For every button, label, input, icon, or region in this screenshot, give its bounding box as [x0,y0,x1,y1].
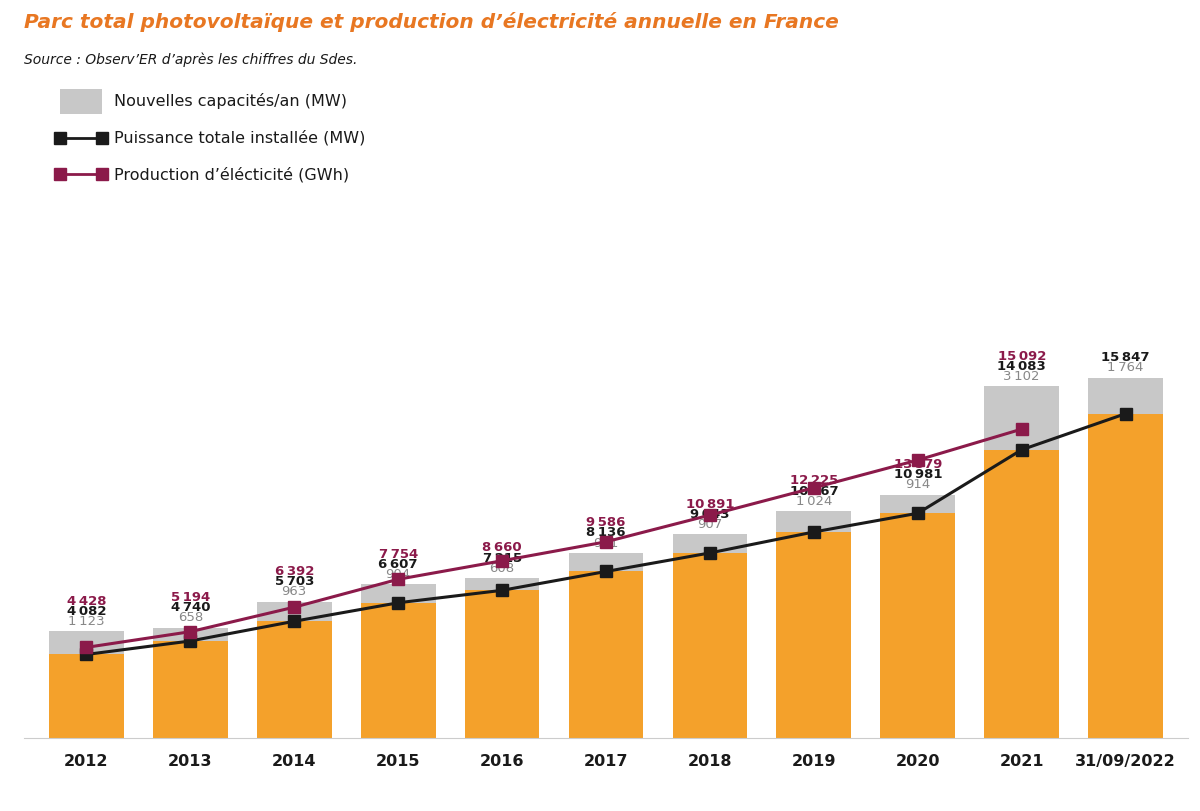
Text: 921: 921 [593,537,619,550]
Bar [569,572,643,738]
Bar [881,495,955,513]
Text: 1 764: 1 764 [1108,362,1144,375]
Bar [257,602,331,621]
Text: 963: 963 [282,586,307,599]
Text: 608: 608 [490,562,515,575]
Bar [257,621,331,738]
Text: 3 102: 3 102 [1003,370,1040,383]
Bar [152,641,228,738]
Text: Source : Observ’ER d’après les chiffres du Sdes.: Source : Observ’ER d’après les chiffres … [24,53,358,67]
Text: 15 092: 15 092 [997,350,1046,363]
Text: 8 136: 8 136 [587,526,625,539]
Text: 10 067: 10 067 [790,485,838,498]
Bar [49,632,124,654]
Text: 1 024: 1 024 [796,495,832,508]
Bar [464,590,540,738]
Text: 6 607: 6 607 [378,558,418,571]
Text: 9 586: 9 586 [587,516,625,529]
Bar [49,654,124,738]
Text: 5 194: 5 194 [170,591,210,604]
Text: 658: 658 [178,611,203,624]
Bar [776,511,851,532]
Text: Nouvelles capacités/an (MW): Nouvelles capacités/an (MW) [114,93,347,109]
Bar [984,386,1060,450]
Bar [672,553,748,738]
Bar [464,578,540,590]
Bar [1088,414,1163,738]
Text: 5 703: 5 703 [275,575,314,588]
Text: Puissance totale installée (MW): Puissance totale installée (MW) [114,130,365,146]
Text: 13 579: 13 579 [894,458,942,471]
Text: 1 123: 1 123 [68,616,104,629]
Text: 4 428: 4 428 [67,595,106,608]
Bar [361,584,436,603]
Bar [672,534,748,553]
Bar [984,450,1060,738]
Bar [776,532,851,738]
Text: 7 215: 7 215 [482,551,522,564]
Text: 914: 914 [905,478,930,491]
Text: 907: 907 [697,518,722,531]
Text: Production d’élécticité (GWh): Production d’élécticité (GWh) [114,166,349,182]
Text: 8 660: 8 660 [482,542,522,555]
Text: 4 740: 4 740 [170,601,210,614]
Bar [569,552,643,572]
Text: 7 754: 7 754 [378,547,418,560]
Text: 6 392: 6 392 [275,565,314,578]
Bar [152,628,228,641]
Bar [361,603,436,738]
Text: 9 043: 9 043 [690,508,730,521]
Text: 10 891: 10 891 [685,498,734,511]
Text: 904: 904 [385,569,410,581]
Text: 14 083: 14 083 [997,360,1046,373]
Text: 10 981: 10 981 [894,468,942,481]
Text: 15 847: 15 847 [1102,351,1150,364]
Text: 4 082: 4 082 [67,605,106,618]
Text: Parc total photovoltaïque et production d’électricité annuelle en France: Parc total photovoltaïque et production … [24,12,839,32]
Bar [881,513,955,738]
Bar [1088,378,1163,414]
Text: 12 225: 12 225 [790,474,838,487]
